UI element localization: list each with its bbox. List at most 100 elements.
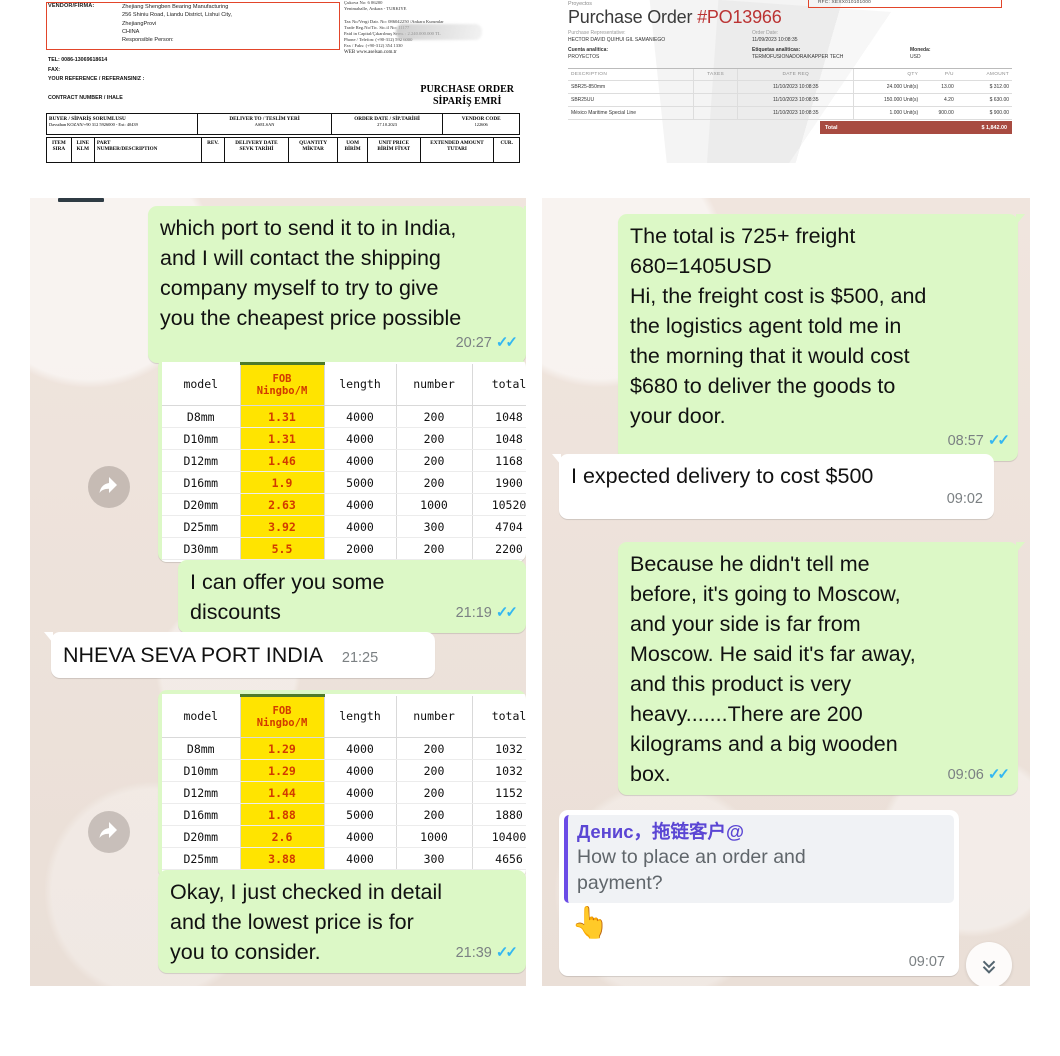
aselsan-col-header: UNIT PRICE BİRİM FİYAT <box>368 138 421 162</box>
po-table-cell: 900.00 <box>938 109 954 116</box>
price-table-cell: 4000 <box>324 449 397 472</box>
price-table-cell: 2200 <box>472 537 526 560</box>
price-table-cell: 2.6 <box>240 825 325 848</box>
price-table-column-header: FOB Ningbo/M <box>240 362 325 406</box>
po-table-cell: 150.000 Unit(s) <box>883 96 919 103</box>
po-meta-value: 11/09/2023 10:08:35 <box>752 37 798 44</box>
price-table-bubble[interactable]: model FOB Ningbo/M length number total D8mm 1.2… <box>158 690 526 878</box>
price-table-row: D10mm 1.29 4000 200 1032 <box>162 759 526 782</box>
price-table-cell: 1048 <box>472 427 526 450</box>
price-table-cell: D20mm <box>162 825 241 848</box>
po-meta-field: Purchase Representative: HECTOR DAVID QUI… <box>568 30 665 45</box>
po-table-cell: SBR25-850mm <box>568 81 695 93</box>
aselsan-col-header: BUYER / SİPARİŞ SORUMLUSU Davuthan KOZAN/… <box>47 114 199 134</box>
aselsan-col-header: VENDOR CODE 122606 <box>461 115 501 127</box>
price-table-2: model FOB Ningbo/M length number total D8mm 1.2… <box>162 694 526 878</box>
po-meta-field: Cuenta analitica: PROYECTOS <box>568 47 608 62</box>
price-table-column-header: model <box>162 695 241 738</box>
price-table-cell: 2.63 <box>240 493 325 516</box>
price-table-header-row: model FOB Ningbo/M length number total <box>162 694 526 738</box>
chat-left-messages: which port to send it to in India, and I… <box>30 198 526 986</box>
po-table-cell <box>694 107 739 119</box>
message-bubble[interactable]: NHEVA SEVA PORT INDIA 21:25 <box>44 632 435 678</box>
documents-strip: VENDOR/FİRMA: Zhejiang Shengben Bearing … <box>0 0 1060 170</box>
chat-panel-left[interactable]: which port to send it to in India, and I… <box>30 198 526 986</box>
message-bubble[interactable]: Okay, I just checked in detail and the l… <box>158 870 526 973</box>
quote-snippet: How to place an order and payment? <box>577 846 806 894</box>
price-table-cell: 1000 <box>396 493 473 516</box>
price-table-row: D8mm 1.31 4000 200 1048 <box>162 405 526 428</box>
price-table-cell: 200 <box>396 471 473 494</box>
price-table-cell: 10400 <box>472 825 526 848</box>
price-table-cell: 200 <box>396 449 473 472</box>
price-table-cell: 1032 <box>472 737 526 760</box>
chat-panel-right[interactable]: The total is 725+ freight 680=1405USD Hi… <box>542 198 1030 986</box>
aselsan-col-header: LINE KLM <box>72 138 95 162</box>
price-table-row: D10mm 1.31 4000 200 1048 <box>162 427 526 450</box>
vendor-box <box>46 2 340 50</box>
message-time: 20:27 <box>455 335 492 351</box>
scroll-to-bottom-button[interactable] <box>966 942 1012 986</box>
price-table-row: D12mm 1.44 4000 200 1152 <box>162 781 526 804</box>
price-table-cell: 1152 <box>472 781 526 804</box>
price-table-cell: 200 <box>396 737 473 760</box>
po-meta-label: Cuenta analitica: <box>568 47 609 53</box>
price-table-bubble[interactable]: modelFOBNingbo/MlengthnumbertotalFD8mm1.… <box>158 358 526 562</box>
forward-arrow-icon[interactable] <box>88 811 130 853</box>
rfc-box <box>808 0 1002 8</box>
purchase-order-heading: PURCHASE ORDER SİPARİŞ EMRİ <box>420 84 514 107</box>
price-table-cell: D25mm <box>162 847 241 870</box>
price-table-column-header: total <box>472 695 526 738</box>
message-bubble[interactable]: The total is 725+ freight 680=1405USD Hi… <box>618 214 1025 461</box>
po-table-cell: $ 312.00 <box>989 83 1010 90</box>
quote-author: Денис，拖链客户@ <box>577 821 745 842</box>
po-total-value: $ 1,842.00 <box>981 124 1007 131</box>
po-title-number: #PO13966 <box>697 7 782 27</box>
message-bubble[interactable]: which port to send it to in India, and I… <box>148 206 526 363</box>
document-aselsan-purchase-order[interactable]: VENDOR/FİRMA: Zhejiang Shengben Bearing … <box>44 0 522 163</box>
po-table-column-header: DESCRIPTION <box>568 69 695 80</box>
message-text: I expected delivery to cost $500 <box>571 464 874 488</box>
po-meta-label: Moneda: <box>910 47 931 53</box>
po-table-column-header: DATE REQ <box>738 69 855 80</box>
price-table-cell: 1032 <box>472 759 526 782</box>
message-bubble[interactable]: I can offer you some discounts 21:19 ✓✓ <box>178 560 526 633</box>
price-table-cell: 200 <box>396 803 473 826</box>
chat-right-messages: The total is 725+ freight 680=1405USD Hi… <box>542 198 1030 986</box>
document-purchase-order-po13966[interactable]: RFC: XEXX010101000 Proyectos Purchase Or… <box>540 0 1040 163</box>
price-table-row: D12mm 1.46 4000 200 1168 <box>162 449 526 472</box>
message-text: which port to send it to in India, and I… <box>160 216 462 330</box>
price-table: model FOB Ningbo/M length number total D8mm 1.2… <box>162 694 526 878</box>
po-title-prefix: Purchase Order <box>568 7 698 27</box>
message-bubble[interactable]: I expected delivery to cost $500 09:02 <box>552 454 994 519</box>
price-table-cell: D16mm <box>162 471 241 494</box>
quoted-message-bubble[interactable]: Денис，拖链客户@ How to place an order and pa… <box>559 810 959 976</box>
quote-block[interactable]: Денис，拖链客户@ How to place an order and pa… <box>564 815 954 903</box>
price-table-column-header: length <box>324 695 397 738</box>
po-table-column-header: P/U <box>944 71 954 77</box>
price-table-cell: 300 <box>396 847 473 870</box>
price-table-cell: 4000 <box>324 781 397 804</box>
read-receipt-icon: ✓✓ <box>987 432 1010 449</box>
aselsan-col-header: DELIVERY DATE SEVK TARİHİ <box>225 138 289 162</box>
po-meta-value: PROYECTOS <box>568 54 600 61</box>
price-table-1: modelFOBNingbo/MlengthnumbertotalFD8mm1.… <box>162 362 526 562</box>
price-table-cell: 200 <box>396 781 473 804</box>
message-bubble[interactable]: Because he didn't tell me before, it's g… <box>618 542 1025 795</box>
vendor-address: Zhejiang Shengben Bearing Manufacturing … <box>122 4 232 44</box>
aselsan-header-row-2: ITEM SIRA LINE KLM PART NUMBER/DESCRIPTION REV… <box>46 137 520 163</box>
message-meta: 20:27 ✓✓ <box>455 328 518 358</box>
price-table-cell: D12mm <box>162 449 241 472</box>
price-table-cell: D8mm <box>162 405 241 428</box>
read-receipt-icon: ✓✓ <box>495 604 518 621</box>
po-table-cell <box>694 94 739 106</box>
po-table-row: SBR25-850mm 11/10/2023 10:08:35 24.000 Uni… <box>568 81 1012 94</box>
po-table-cell: $ 900.00 <box>989 109 1010 116</box>
po-meta-value: TERMOFUSIONADORA/KAPPER TECH <box>752 54 844 61</box>
po-meta-field: Etiquetas analiticas: TERMOFUSIONADORA/KA… <box>752 47 843 62</box>
price-table-cell: 5.5 <box>240 537 325 560</box>
po-table-column-header: QTY <box>907 71 919 77</box>
price-table-cell: 1168 <box>472 449 526 472</box>
forward-arrow-icon[interactable] <box>88 466 130 508</box>
price-table-cell: 1900 <box>472 471 526 494</box>
